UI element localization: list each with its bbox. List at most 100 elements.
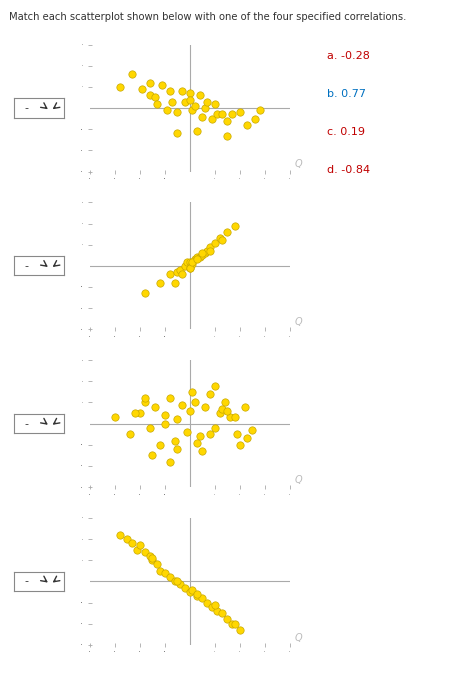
Text: -: - [24,261,28,271]
Point [218,235,225,246]
Point [188,258,196,269]
Point [218,403,225,414]
Point [230,412,238,423]
Point [243,433,251,444]
Point [193,254,201,265]
Point [208,601,215,612]
Point [211,380,218,391]
Point [235,439,243,450]
Point [256,105,263,116]
Text: Q: Q [294,159,302,169]
Text: Q: Q [294,632,302,643]
Point [251,113,258,124]
Point [176,578,183,589]
Text: a. -0.28: a. -0.28 [326,51,369,62]
Point [230,220,238,231]
Point [211,423,218,434]
Point [176,265,183,276]
Point [148,450,156,461]
Point [146,423,153,434]
Point [201,248,208,259]
Point [156,277,163,288]
Point [161,410,168,421]
Text: -: - [24,103,28,113]
Point [173,443,180,454]
Point [185,88,193,99]
Point [201,102,208,113]
Point [213,606,220,617]
Text: -: - [24,418,28,429]
Point [223,405,230,416]
Point [198,111,206,122]
Point [188,256,196,267]
Point [173,267,180,278]
Point [203,96,211,107]
Point [185,587,193,598]
Point [183,427,190,438]
Point [131,407,138,418]
Point [233,429,241,440]
Point [196,252,203,263]
Point [153,559,161,570]
Point [190,397,198,408]
Point [211,98,218,109]
Point [146,77,153,88]
Point [173,414,180,425]
Point [216,407,223,418]
Point [213,109,220,120]
Text: c. 0.19: c. 0.19 [326,127,364,137]
Point [228,618,235,629]
Point [136,540,143,551]
Point [148,553,156,564]
Point [181,260,188,271]
Point [211,599,218,610]
Point [178,86,185,97]
Point [146,550,153,561]
Point [206,246,213,257]
Point [206,388,213,399]
Point [211,237,218,248]
Point [190,100,198,111]
Point [196,90,203,101]
Point [185,263,193,274]
Point [166,392,173,403]
Point [201,401,208,412]
Point [156,565,163,576]
Point [178,399,185,410]
Point [158,80,166,91]
Point [203,246,211,257]
Point [223,614,230,625]
Point [111,412,118,423]
Point [148,555,156,566]
Point [223,115,230,126]
Point [166,456,173,467]
Point [196,431,203,442]
Point [193,126,201,137]
Point [198,250,206,261]
Point [241,401,248,412]
Point [221,397,228,408]
Point [248,425,255,436]
Point [223,226,230,237]
Point [206,429,213,440]
Point [198,248,206,259]
Point [161,418,168,429]
Point [226,412,233,423]
Point [128,69,135,80]
Point [171,435,178,446]
Point [141,392,148,403]
Point [181,582,188,593]
Point [218,109,225,120]
Point [156,439,163,450]
Point [173,128,180,139]
Point [173,576,180,587]
Point [223,130,230,141]
Point [185,256,193,267]
Point [193,589,201,600]
Point [146,90,153,101]
Point [181,96,188,107]
Point [153,98,161,109]
Point [171,277,178,288]
Point [188,386,196,397]
Point [136,407,143,418]
